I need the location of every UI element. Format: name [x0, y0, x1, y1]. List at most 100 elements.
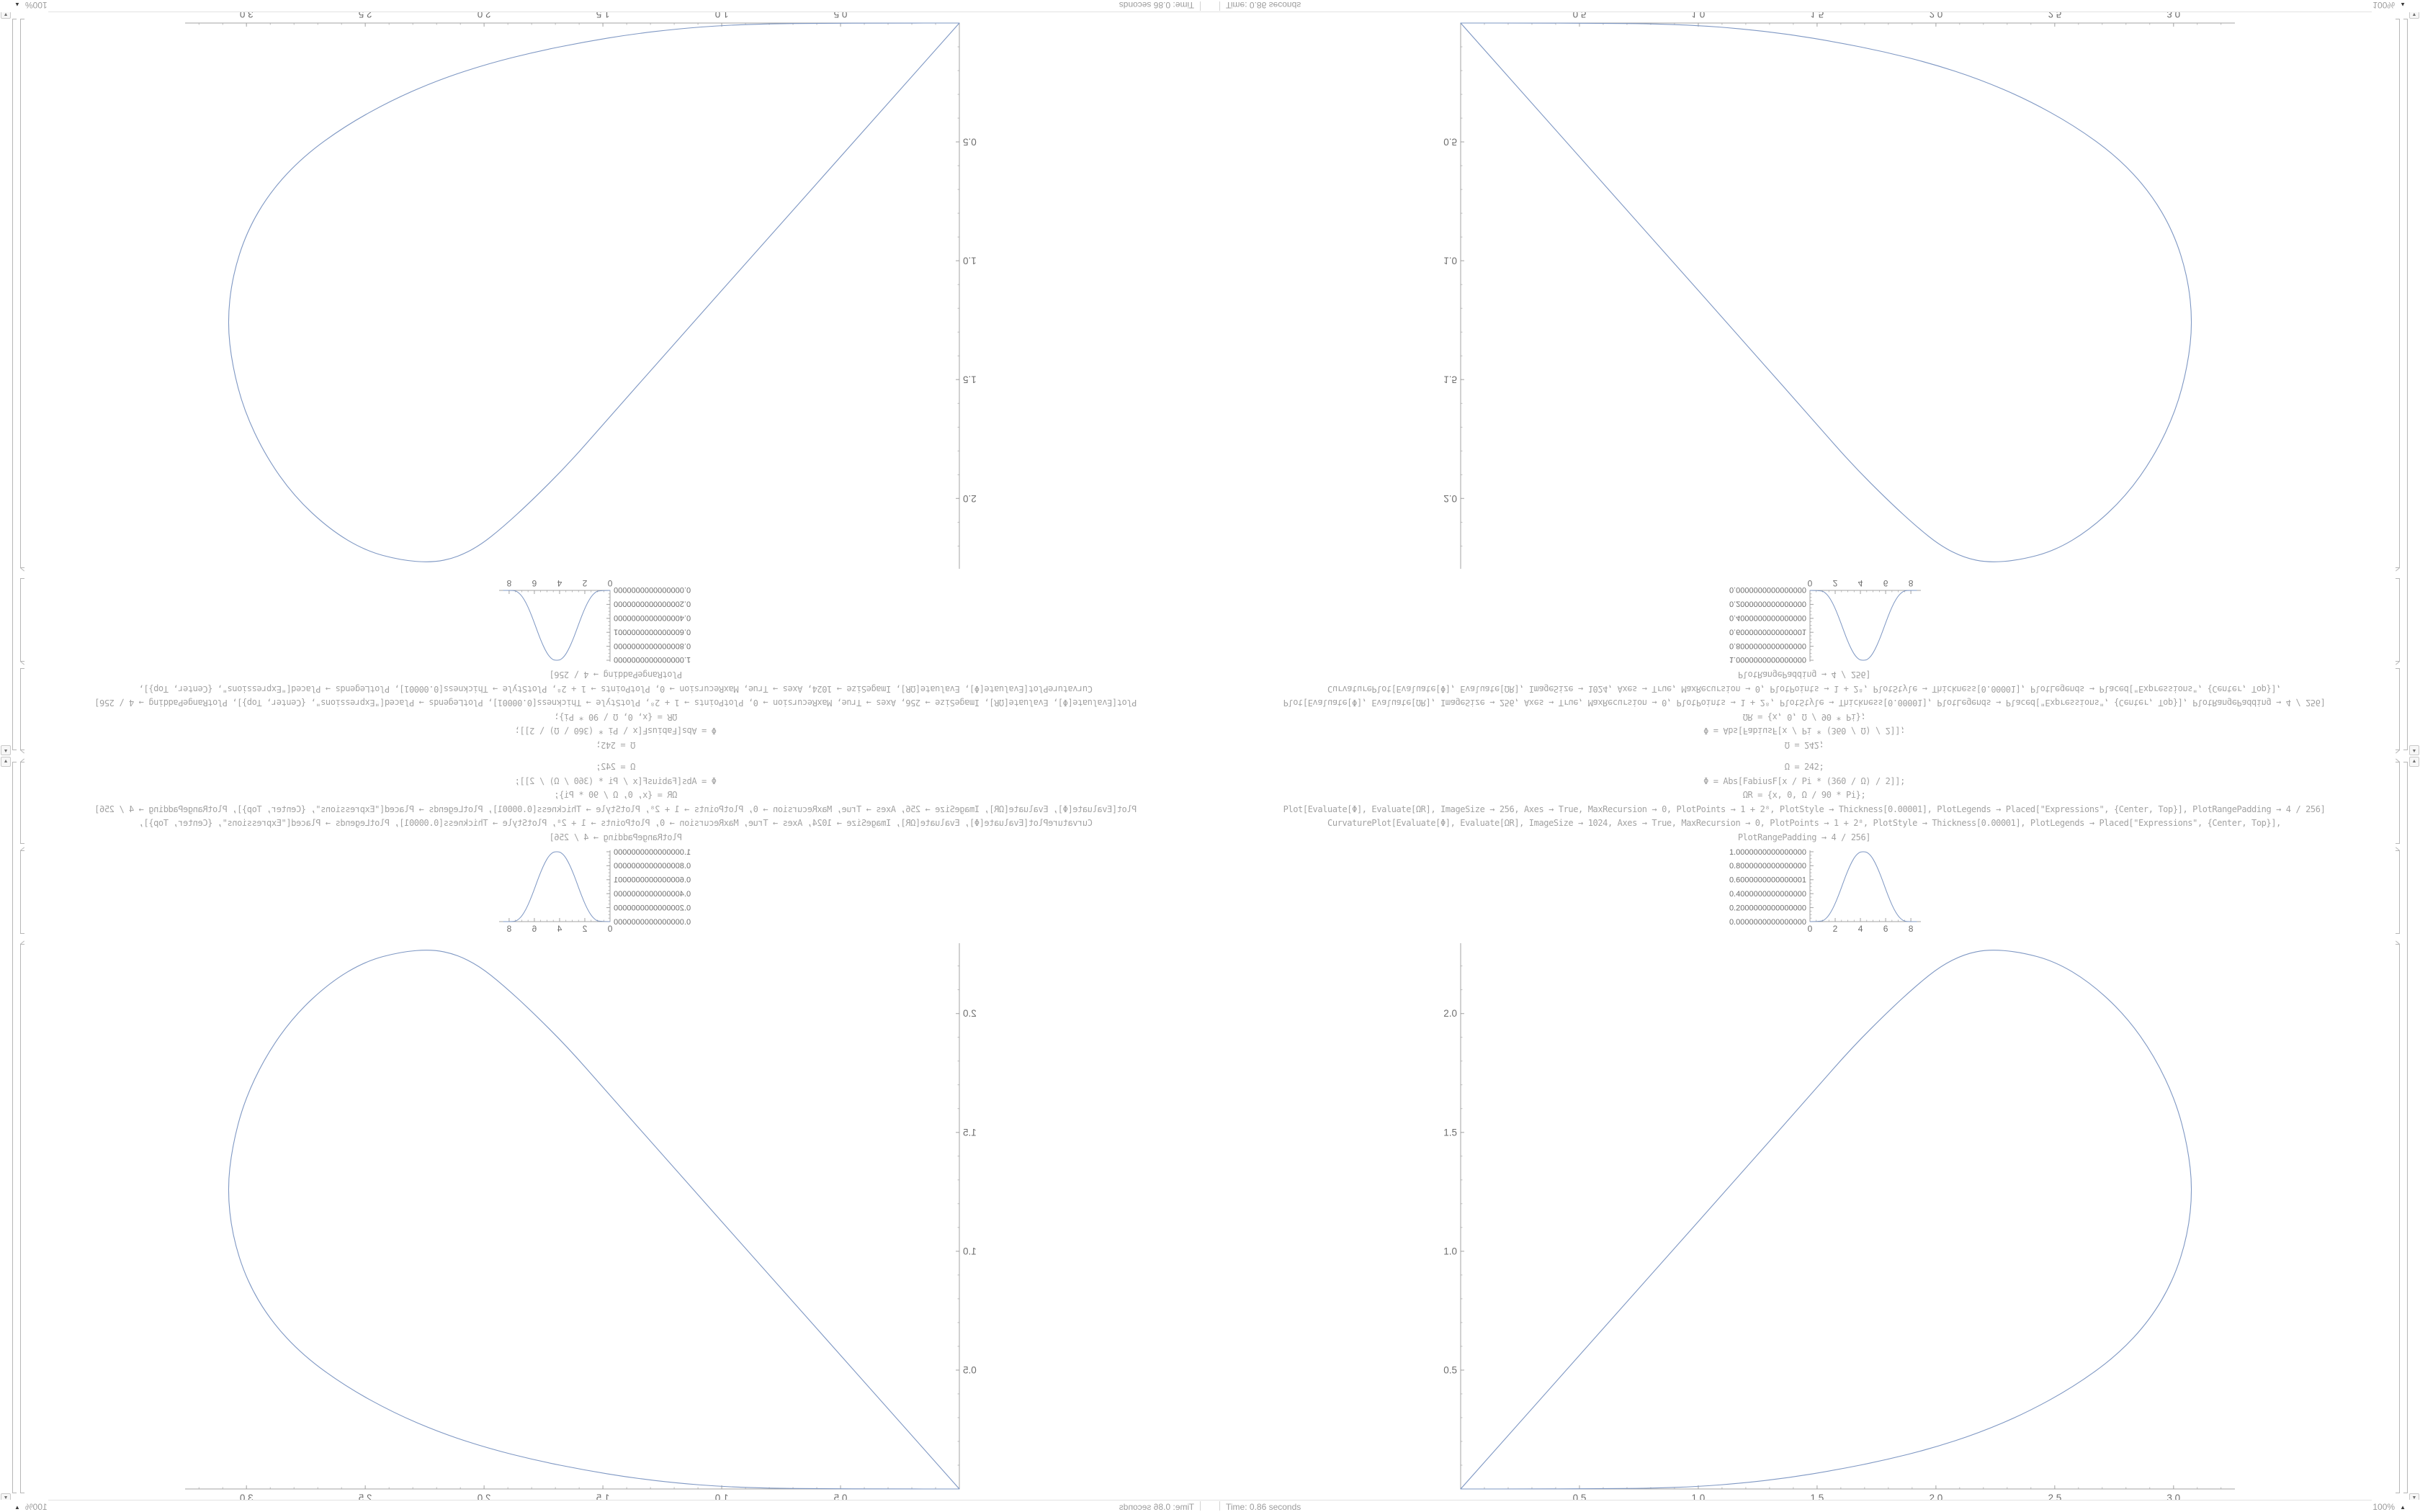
- svg-text:1.5: 1.5: [963, 1127, 977, 1138]
- code-line: PlotRangePadding → 4 / 256]: [1737, 670, 1871, 680]
- notebook-window: Ω = 242; Φ = Abs[FabiusF[x / Pi * (360 /…: [0, 0, 1210, 756]
- scroll-up-button[interactable]: ▲: [2409, 757, 2419, 767]
- evaluation-time-status: Time: 0.86 seconds: [1119, 0, 1194, 10]
- cell-tag-icon: [20, 749, 25, 754]
- output-cell-bracket-big-plot[interactable]: [20, 19, 25, 572]
- output-cell-bracket-big-plot[interactable]: [20, 940, 25, 1493]
- output-cell-bracket-small-plot[interactable]: [2395, 847, 2401, 934]
- notebook-window: Ω = 242; Φ = Abs[FabiusF[x / Pi * (360 /…: [1210, 756, 2420, 1512]
- svg-text:0.8000000000000000: 0.8000000000000000: [1729, 862, 1806, 870]
- code-line: Φ = Abs[FabiusF[x / Pi * (360 / Ω) / 2]]…: [1703, 726, 1905, 737]
- magnification-control[interactable]: 100% ▲: [14, 1502, 48, 1512]
- svg-text:4: 4: [557, 924, 562, 934]
- zoom-level-label: 100%: [24, 1502, 48, 1512]
- up-triangle-icon: ▲: [3, 748, 9, 753]
- zoom-level-label: 100%: [2372, 0, 2396, 10]
- magnification-control[interactable]: 100% ▲: [2372, 0, 2406, 10]
- code-line: Ω = 242;: [1784, 762, 1824, 772]
- notebook-window: Ω = 242; Φ = Abs[FabiusF[x / Pi * (360 /…: [0, 756, 1210, 1512]
- vertical-scrollbar[interactable]: ▲ ▼: [0, 9, 12, 756]
- evaluation-time-status: Time: 0.86 seconds: [1119, 1502, 1194, 1512]
- up-triangle-icon: ▲: [2411, 759, 2417, 764]
- code-line: Φ = Abs[FabiusF[x / Pi * (360 / Ω) / 2]]…: [1703, 775, 1905, 786]
- curvature-plot-output[interactable]: 0.51.01.52.02.53.00.51.01.52.0: [144, 3, 977, 572]
- bump-plot-output[interactable]: 0 2 4 6 8 0.0000000000000000 0.200000000000000…: [490, 848, 713, 939]
- svg-text:1.5: 1.5: [1443, 374, 1457, 385]
- output-cell-bracket-big-plot[interactable]: [2395, 19, 2400, 572]
- input-cell-bracket[interactable]: [20, 668, 25, 754]
- zoom-level-label: 100%: [2372, 1502, 2396, 1512]
- bump-plot-output[interactable]: 0 2 4 6 8 0.0000000000000000 0.200000000000000…: [490, 573, 713, 664]
- svg-text:8: 8: [506, 924, 511, 934]
- svg-text:0.6000000000000001: 0.6000000000000001: [614, 627, 691, 636]
- code-input-cell[interactable]: Ω = 242; Φ = Abs[FabiusF[x / Pi * (360 /…: [22, 760, 1210, 845]
- input-cell-bracket[interactable]: [2395, 668, 2400, 754]
- svg-text:1.5: 1.5: [1443, 1127, 1457, 1138]
- cell-group-bracket[interactable]: [2403, 19, 2408, 750]
- svg-text:0: 0: [607, 578, 612, 588]
- svg-text:0: 0: [1808, 578, 1813, 588]
- down-triangle-icon: ▼: [2411, 1495, 2417, 1500]
- code-line: PlotRangePadding → 4 / 256]: [549, 832, 683, 842]
- svg-text:0.8000000000000000: 0.8000000000000000: [1729, 642, 1806, 650]
- scroll-up-button[interactable]: ▲: [1, 745, 11, 755]
- cell-group-bracket[interactable]: [2403, 762, 2408, 1494]
- cell-group-bracket[interactable]: [12, 762, 17, 1493]
- code-line: Φ = Abs[FabiusF[x / Pi * (360 / Ω) / 2]]…: [515, 726, 717, 737]
- input-cell-bracket[interactable]: [2395, 758, 2401, 844]
- curvature-plot-output[interactable]: 0.51.01.52.02.53.00.51.01.52.0: [144, 940, 977, 1509]
- status-divider: [1200, 1, 1201, 11]
- cell-tag-icon: [2395, 660, 2400, 665]
- code-line: ΩR = {x, 0, Ω / 90 * Pi};: [554, 712, 678, 722]
- svg-text:6: 6: [1883, 578, 1888, 588]
- bump-plot-output[interactable]: 0 2 4 6 8 0.0000000000000000 0.200000000000000…: [1707, 573, 1930, 664]
- scroll-up-button[interactable]: ▲: [2409, 745, 2419, 755]
- svg-text:1.0: 1.0: [963, 256, 977, 266]
- svg-text:0.4000000000000000: 0.4000000000000000: [614, 890, 691, 899]
- notebook-window: Ω = 242; Φ = Abs[FabiusF[x / Pi * (360 /…: [1210, 0, 2420, 756]
- vertical-scrollbar[interactable]: ▲ ▼: [2408, 756, 2420, 1503]
- output-cell-bracket-small-plot[interactable]: [20, 847, 25, 934]
- bump-plot-output[interactable]: 0 2 4 6 8 0.0000000000000000 0.200000000000000…: [1707, 848, 1930, 939]
- output-cell-bracket-small-plot[interactable]: [20, 578, 25, 665]
- vertical-scrollbar[interactable]: ▲ ▼: [2408, 9, 2420, 756]
- svg-text:4: 4: [557, 578, 562, 588]
- code-line: Plot[Evaluate[Φ], Evaluate[ΩR], ImageSiz…: [1283, 804, 2326, 814]
- code-line: CurvaturePlot[Evaluate[Φ], Evaluate[ΩR],…: [139, 818, 1093, 828]
- code-input-cell[interactable]: Ω = 242; Φ = Abs[FabiusF[x / Pi * (360 /…: [1210, 667, 2398, 752]
- input-cell-bracket[interactable]: [20, 758, 25, 844]
- down-triangle-icon: ▼: [3, 12, 9, 17]
- svg-text:4: 4: [1858, 924, 1863, 934]
- code-line: Ω = 242;: [596, 740, 636, 750]
- svg-text:2.0: 2.0: [963, 493, 977, 504]
- up-triangle-icon: ▲: [3, 759, 9, 764]
- output-cell-bracket-small-plot[interactable]: [2395, 578, 2400, 665]
- cell-tag-icon: [20, 847, 25, 852]
- vertical-scrollbar[interactable]: ▲ ▼: [0, 756, 12, 1503]
- cell-group-bracket[interactable]: [12, 19, 17, 750]
- scroll-up-button[interactable]: ▲: [1, 757, 11, 767]
- code-line: CurvaturePlot[Evaluate[Φ], Evaluate[ΩR],…: [1327, 818, 2281, 828]
- magnification-control[interactable]: 100% ▲: [2372, 1502, 2406, 1512]
- svg-text:0.4000000000000000: 0.4000000000000000: [1729, 890, 1806, 899]
- svg-text:0.6000000000000001: 0.6000000000000001: [1729, 876, 1806, 885]
- magnification-control[interactable]: 100% ▲: [14, 0, 48, 10]
- svg-text:1.0000000000000000: 1.0000000000000000: [614, 848, 691, 857]
- notebook-copy-top-left-flipped: Ω = 242; Φ = Abs[FabiusF[x / Pi * (360 /…: [0, 0, 1210, 756]
- cell-tag-icon: [20, 940, 25, 945]
- output-cell-bracket-big-plot[interactable]: [2395, 940, 2401, 1493]
- status-bar: Time: 0.86 seconds 100% ▲: [1210, 1500, 2420, 1512]
- code-line: Plot[Evaluate[Φ], Evaluate[ΩR], ImageSiz…: [1283, 698, 2326, 708]
- code-line: Ω = 242;: [596, 762, 636, 772]
- svg-text:0.0000000000000000: 0.0000000000000000: [1729, 585, 1806, 594]
- cell-tag-icon: [20, 567, 25, 572]
- code-input-cell[interactable]: Ω = 242; Φ = Abs[FabiusF[x / Pi * (360 /…: [1210, 760, 2398, 845]
- svg-text:0.4000000000000000: 0.4000000000000000: [1729, 613, 1806, 622]
- zoom-menu-icon: ▲: [14, 1, 20, 8]
- code-line: Plot[Evaluate[Φ], Evaluate[ΩR], ImageSiz…: [94, 804, 1137, 814]
- svg-text:2.0: 2.0: [963, 1008, 977, 1019]
- code-input-cell[interactable]: Ω = 242; Φ = Abs[FabiusF[x / Pi * (360 /…: [22, 667, 1210, 752]
- svg-text:1.0000000000000000: 1.0000000000000000: [1729, 848, 1806, 857]
